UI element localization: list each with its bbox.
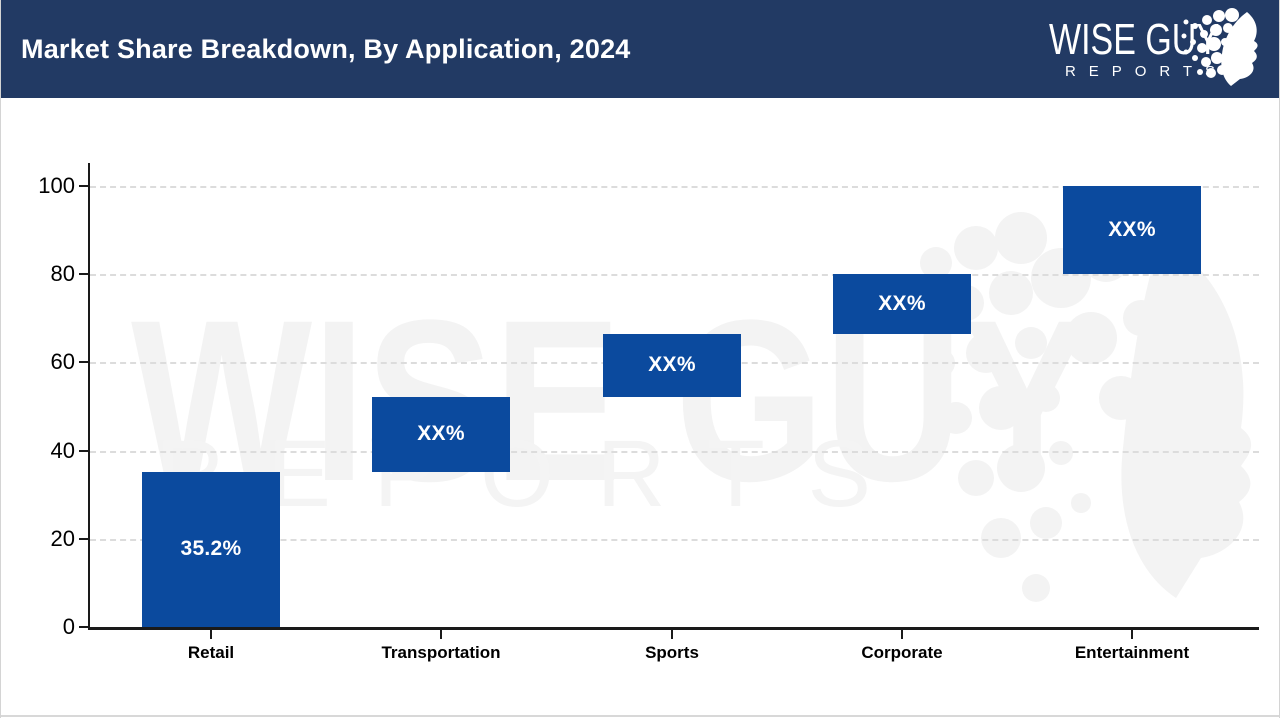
- bar-value-label: XX%: [648, 353, 696, 377]
- bar-retail: 35.2%: [142, 471, 280, 627]
- y-tick-label: 40: [50, 437, 75, 463]
- gridline: [90, 274, 1259, 277]
- x-axis-label: Transportation: [381, 643, 501, 662]
- bar-transportation: XX%: [372, 396, 510, 472]
- y-tick-mark: [79, 361, 88, 364]
- bar-entertainment: XX%: [1063, 186, 1201, 275]
- x-tick-mark: [671, 630, 673, 639]
- x-axis-label: Sports: [645, 643, 699, 662]
- y-tick-label: 80: [50, 261, 75, 287]
- bar-value-label: 35.2%: [180, 537, 242, 561]
- logo-face-icon: [1181, 8, 1258, 86]
- x-axis-line: [88, 627, 1259, 630]
- y-tick-mark: [79, 273, 88, 276]
- bar-value-label: XX%: [878, 292, 926, 316]
- bar-sports: XX%: [603, 334, 741, 397]
- wise-guy-reports-logo: WISE GUY REPORTS: [1049, 8, 1258, 86]
- y-tick-mark: [79, 537, 88, 540]
- header-bar: Market Share Breakdown, By Application, …: [1, 0, 1279, 98]
- y-tick-mark: [79, 185, 88, 187]
- bar-value-label: XX%: [417, 422, 465, 446]
- y-tick-mark: [79, 626, 88, 628]
- x-axis-label: Retail: [187, 643, 235, 662]
- y-tick-label: 100: [38, 173, 75, 198]
- x-axis-label: Entertainment: [1074, 643, 1190, 662]
- x-tick-mark: [1131, 630, 1133, 639]
- bottom-border: [1, 715, 1279, 717]
- chart-area: WISE GUY REPORTS 02040608010035.2%Retail…: [1, 98, 1279, 715]
- gridline: [90, 186, 1259, 188]
- x-tick-mark: [440, 630, 442, 639]
- y-tick-mark: [79, 449, 88, 452]
- gridline: [90, 538, 1259, 541]
- y-tick-label: 60: [50, 349, 75, 375]
- x-axis-label: Corporate: [861, 643, 943, 662]
- y-tick-label: 0: [62, 614, 75, 639]
- logo-text-wise-guy: WISE GUY: [1049, 15, 1219, 64]
- gridline: [90, 450, 1259, 453]
- y-tick-label: 20: [50, 525, 75, 551]
- bar-value-label: XX%: [1108, 218, 1156, 242]
- page-title: Market Share Breakdown, By Application, …: [21, 33, 631, 64]
- logo-text-reports: REPORTS: [1065, 63, 1215, 80]
- bar-corporate: XX%: [833, 274, 971, 335]
- x-tick-mark: [210, 630, 212, 639]
- y-axis-line: [88, 163, 90, 629]
- x-tick-mark: [901, 630, 903, 639]
